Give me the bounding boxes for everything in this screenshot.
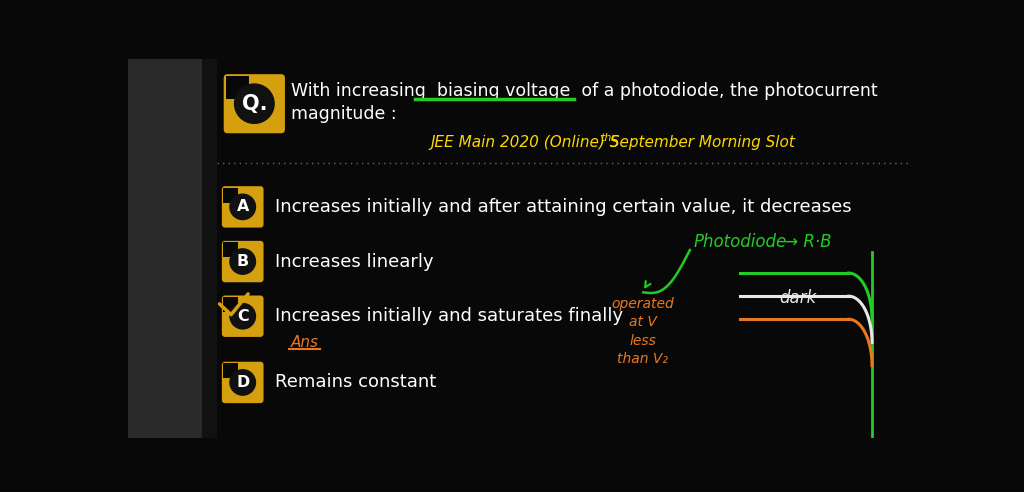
Text: With increasing  biasing voltage  of a photodiode, the photocurrent: With increasing biasing voltage of a pho…: [291, 82, 878, 100]
FancyBboxPatch shape: [226, 76, 249, 98]
FancyBboxPatch shape: [223, 297, 239, 312]
Text: than V₂: than V₂: [617, 352, 668, 367]
FancyBboxPatch shape: [223, 188, 239, 203]
FancyBboxPatch shape: [223, 363, 239, 378]
Circle shape: [230, 249, 255, 274]
Text: Increases initially and saturates finally: Increases initially and saturates finall…: [275, 307, 624, 325]
Text: less: less: [629, 334, 656, 348]
Circle shape: [230, 194, 255, 219]
FancyBboxPatch shape: [223, 243, 239, 257]
Text: Increases initially and after attaining certain value, it decreases: Increases initially and after attaining …: [275, 198, 852, 216]
Text: Photodiode: Photodiode: [693, 233, 787, 251]
Text: Remains constant: Remains constant: [275, 373, 436, 392]
Text: th: th: [601, 133, 612, 143]
FancyBboxPatch shape: [222, 186, 263, 228]
Text: operated: operated: [611, 297, 674, 311]
Text: dark: dark: [779, 289, 816, 307]
Text: Q.: Q.: [242, 93, 267, 114]
Circle shape: [230, 304, 255, 329]
Circle shape: [230, 370, 255, 395]
Text: JEE Main 2020 (Online) 5: JEE Main 2020 (Online) 5: [430, 135, 620, 150]
Text: → R·B: → R·B: [779, 233, 831, 251]
FancyBboxPatch shape: [222, 241, 263, 282]
Text: magnitude :: magnitude :: [291, 105, 396, 123]
Text: C: C: [237, 308, 249, 324]
FancyBboxPatch shape: [128, 59, 209, 438]
FancyBboxPatch shape: [202, 59, 217, 438]
Text: Ans: Ans: [291, 335, 318, 350]
Circle shape: [234, 84, 274, 123]
Text: at V: at V: [629, 315, 656, 329]
FancyBboxPatch shape: [222, 296, 263, 337]
Text: A: A: [237, 199, 249, 215]
Text: B: B: [237, 254, 249, 269]
Text: Increases linearly: Increases linearly: [275, 252, 434, 271]
FancyBboxPatch shape: [223, 74, 285, 133]
Text: D: D: [237, 375, 249, 390]
FancyBboxPatch shape: [222, 362, 263, 403]
Text: September Morning Slot: September Morning Slot: [604, 135, 795, 150]
